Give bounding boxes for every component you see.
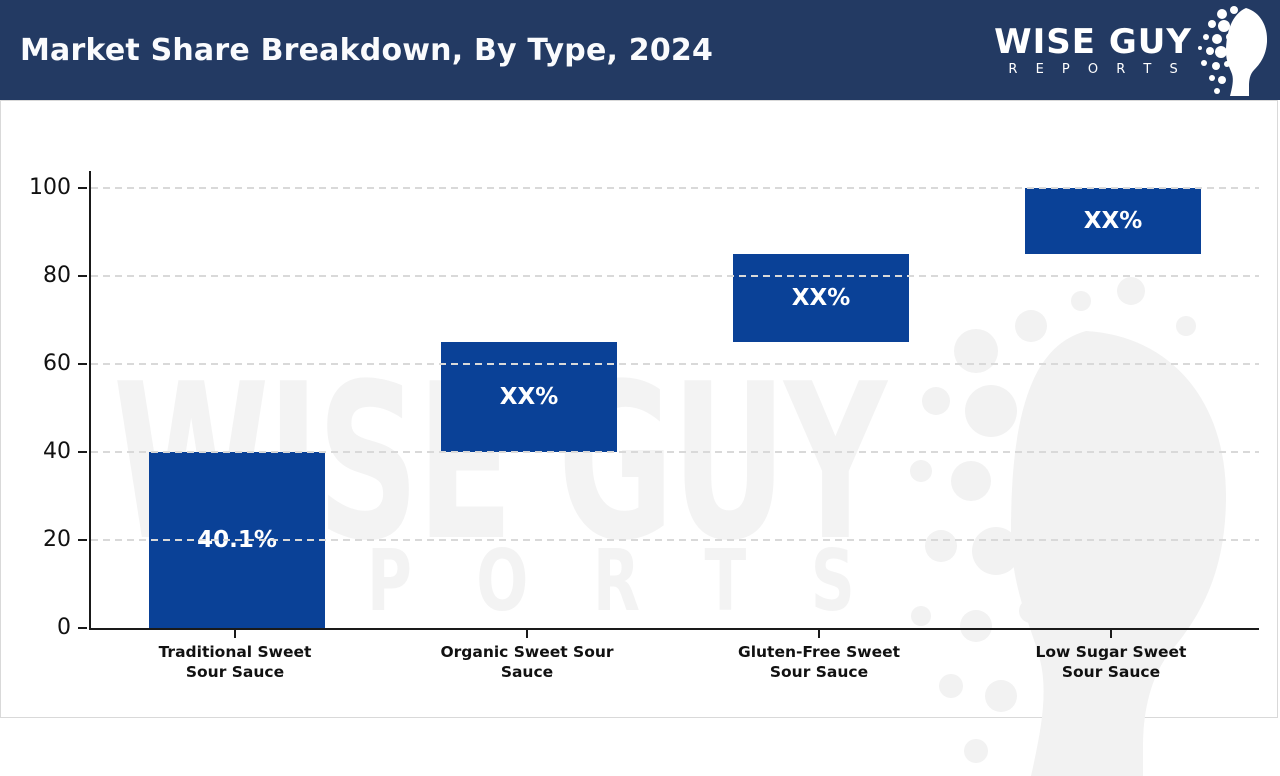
x-category-label-organic-sweet-sour-sauce: Organic Sweet Sour Sauce bbox=[397, 642, 657, 682]
gridline-60 bbox=[91, 363, 1259, 366]
y-tick-mark bbox=[78, 451, 87, 454]
logo-text: WISE GUY R E P O R T S bbox=[994, 24, 1192, 77]
bar-value-label: XX% bbox=[499, 383, 559, 410]
x-category-label-line: Sour Sauce bbox=[185, 663, 285, 681]
x-category-label-traditional-sweet-sour-sauce: Traditional Sweet Sour Sauce bbox=[105, 642, 365, 682]
x-category-label-line: Sour Sauce bbox=[769, 663, 869, 681]
y-tick-label: 100 bbox=[29, 175, 71, 201]
header-bar: Market Share Breakdown, By Type, 2024 WI… bbox=[0, 0, 1280, 100]
y-tick-mark bbox=[78, 187, 87, 190]
logo-reports-text: R E P O R T S bbox=[1008, 61, 1185, 77]
x-category-label-line: Sauce bbox=[500, 663, 554, 681]
gridline-80 bbox=[91, 275, 1259, 278]
bar-gluten-free-sweet-sour-sauce: XX% bbox=[733, 254, 909, 343]
logo-wiseguy-text: WISE GUY bbox=[994, 21, 1192, 62]
y-tick-mark bbox=[78, 539, 87, 542]
y-tick-mark bbox=[78, 627, 87, 629]
bar-organic-sweet-sour-sauce: XX% bbox=[441, 342, 617, 452]
gridline-40 bbox=[91, 451, 1259, 454]
y-tick-label: 40 bbox=[43, 439, 71, 465]
watermark-face-graphic bbox=[910, 277, 1226, 776]
page-title: Market Share Breakdown, By Type, 2024 bbox=[20, 32, 714, 68]
x-tick-mark bbox=[234, 630, 236, 638]
x-category-label-line: Traditional Sweet bbox=[158, 643, 312, 661]
y-tick-mark bbox=[78, 363, 87, 366]
bar-value-label: XX% bbox=[1083, 208, 1143, 235]
bar-value-label: XX% bbox=[791, 285, 851, 312]
x-category-label-gluten-free-sweet-sour-sauce: Gluten-Free Sweet Sour Sauce bbox=[689, 642, 949, 682]
y-tick-label: 20 bbox=[43, 527, 71, 553]
x-tick-mark bbox=[526, 630, 528, 638]
y-tick-mark bbox=[78, 275, 87, 278]
y-tick-label: 0 bbox=[57, 615, 71, 640]
plot-area: 40.1% XX% XX% XX% bbox=[89, 171, 1259, 630]
wiseguy-reports-logo: WISE GUY R E P O R T S bbox=[994, 4, 1272, 96]
y-tick-label: 80 bbox=[43, 263, 71, 289]
bar-low-sugar-sweet-sour-sauce: XX% bbox=[1025, 188, 1201, 255]
x-tick-mark bbox=[1110, 630, 1112, 638]
wiseguy-face-icon bbox=[1198, 6, 1268, 96]
x-category-label-line: Low Sugar Sweet bbox=[1035, 643, 1187, 661]
gridline-20 bbox=[91, 539, 1259, 542]
x-category-label-line: Organic Sweet Sour bbox=[440, 643, 614, 661]
x-category-label-line: Gluten-Free Sweet bbox=[737, 643, 901, 661]
x-tick-mark bbox=[818, 630, 820, 638]
x-category-label-line: Sour Sauce bbox=[1061, 663, 1161, 681]
x-category-label-low-sugar-sweet-sour-sauce: Low Sugar Sweet Sour Sauce bbox=[981, 642, 1241, 682]
gridline-100 bbox=[91, 187, 1259, 190]
y-tick-label: 60 bbox=[43, 351, 71, 377]
